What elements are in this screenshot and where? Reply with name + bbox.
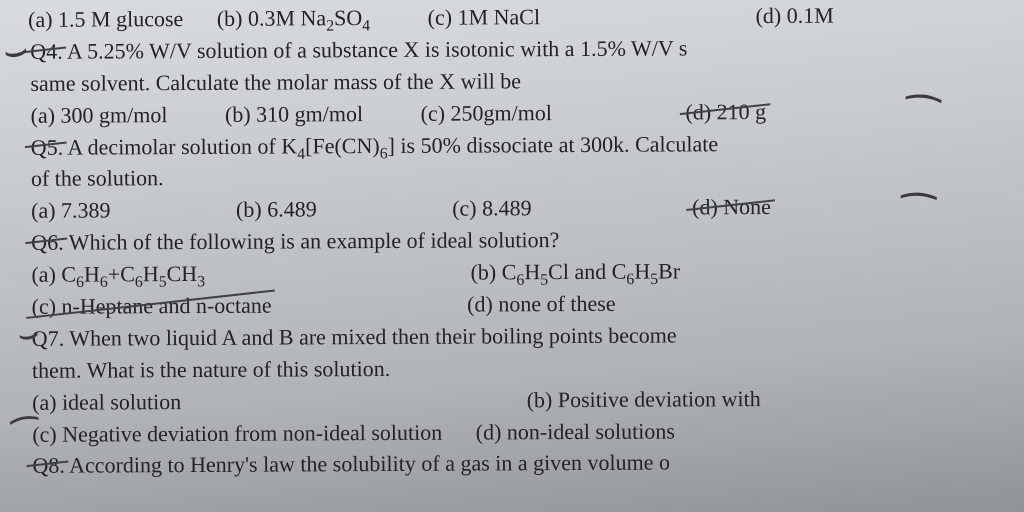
q6-options-row1: (a) C6H6+C6H5CH3 (b) C6H5Cl and C6H5Br [31,254,1015,291]
q6-opt-b: (b) C6H5Cl and C6H5Br [470,256,680,289]
q7-opt-a: (a) ideal solution [32,386,181,419]
q3-opt-a: (a) 1.5 M glucose [28,3,183,36]
q5-opt-c: (c) 8.489 [452,193,532,225]
q7-line2: them. What is the nature of this solutio… [32,349,1016,386]
q7-opt-b: (b) Positive deviation with [527,383,761,416]
q4-number: Q4. [30,36,63,68]
q5-line1: Q5. A decimolar solution of K4[Fe(CN)6] … [31,126,1015,163]
q6-line1: Q6. Which of the following is an example… [31,222,1015,259]
q4-line1: Q4. A 5.25% W/V solution of a substance … [30,31,1014,68]
q3-opt-b: (b) 0.3M Na2SO4 [217,2,371,35]
q6-options-row2: (c) n-Heptane and n-octane (d) none of t… [32,286,1016,323]
q7-opt-d: (d) non-ideal solutions [476,415,675,448]
q6-opt-d: (d) none of these [467,288,616,321]
q5-opt-d: (d) None [692,191,771,223]
page-content: (a) 1.5 M glucose (b) 0.3M Na2SO4 (c) 1M… [0,0,1024,482]
q7-line1: Q7. When two liquid A and B are mixed th… [32,318,1016,355]
q5-opt-b: (b) 6.489 [236,194,317,226]
q4-line2: same solvent. Calculate the molar mass o… [30,62,1014,99]
q4-options-row: (a) 300 gm/mol (b) 310 gm/mol (c) 250gm/… [31,94,1015,131]
q4-opt-b: (b) 310 gm/mol [225,98,363,131]
q4-opt-a: (a) 300 gm/mol [31,99,168,132]
q5-number: Q5. [31,131,64,163]
q8-number: Q8. [32,450,65,482]
q5-options-row: (a) 7.389 (b) 6.489 (c) 8.489 (d) None [31,190,1015,227]
q7-options-row2: (c) Negative deviation from non-ideal so… [32,413,1016,450]
q6-number: Q6. [31,227,64,259]
q4-opt-d: (d) 210 g [685,96,766,128]
q7-options-row1: (a) ideal solution (b) Positive deviatio… [32,381,1016,418]
q8-line1: Q8. According to Henry's law the solubil… [32,445,1016,482]
pencil-mark-icon: ⁀ [904,90,940,137]
q5-line2: of the solution. [31,158,1015,195]
q3-opt-d: (d) 0.1M [755,0,833,32]
pencil-mark-icon: ⁀ [901,189,935,234]
q5-opt-a: (a) 7.389 [31,195,111,227]
q6-opt-c: (c) n-Heptane and n-octane [32,290,272,323]
q6-opt-a: (a) C6H6+C6H5CH3 [31,258,205,291]
q4-opt-c: (c) 250gm/mol [421,97,553,130]
q3-opt-c: (c) 1M NaCl [428,1,541,33]
q7-opt-c: (c) Negative deviation from non-ideal so… [32,416,442,450]
